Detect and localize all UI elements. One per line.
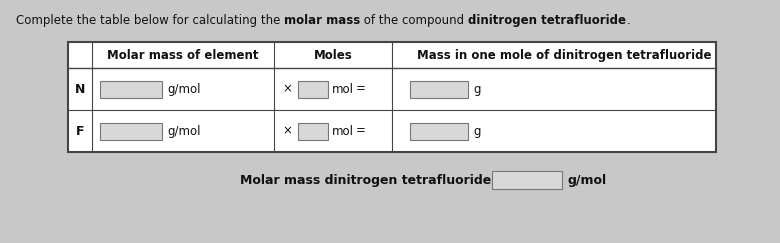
Text: .: . — [626, 14, 630, 27]
Text: g/mol: g/mol — [167, 83, 200, 95]
Text: molar mass: molar mass — [284, 14, 360, 27]
Bar — [68, 42, 716, 152]
Text: of the compound: of the compound — [360, 14, 468, 27]
Text: Molar mass of element: Molar mass of element — [108, 49, 259, 61]
Text: g: g — [473, 83, 480, 95]
Text: ×: × — [282, 124, 292, 138]
Text: mol: mol — [332, 124, 354, 138]
Bar — [298, 122, 328, 139]
Bar — [492, 171, 562, 189]
Text: N: N — [75, 83, 85, 95]
Bar — [410, 80, 468, 97]
Bar — [100, 80, 162, 97]
Text: g/mol: g/mol — [167, 124, 200, 138]
Text: Mass in one mole of dinitrogen tetrafluoride: Mass in one mole of dinitrogen tetrafluo… — [417, 49, 711, 61]
Bar — [410, 122, 468, 139]
Text: mol: mol — [332, 83, 354, 95]
Text: Moles: Moles — [314, 49, 353, 61]
Text: dinitrogen tetrafluoride: dinitrogen tetrafluoride — [468, 14, 626, 27]
Text: Molar mass dinitrogen tetrafluoride =: Molar mass dinitrogen tetrafluoride = — [240, 174, 506, 186]
Text: F: F — [76, 124, 84, 138]
Text: g: g — [473, 124, 480, 138]
Text: =: = — [356, 83, 366, 95]
Bar — [298, 80, 328, 97]
Text: Complete the table below for calculating the: Complete the table below for calculating… — [16, 14, 284, 27]
Text: g/mol: g/mol — [568, 174, 607, 186]
Bar — [100, 122, 162, 139]
Text: ×: × — [282, 83, 292, 95]
Text: =: = — [356, 124, 366, 138]
